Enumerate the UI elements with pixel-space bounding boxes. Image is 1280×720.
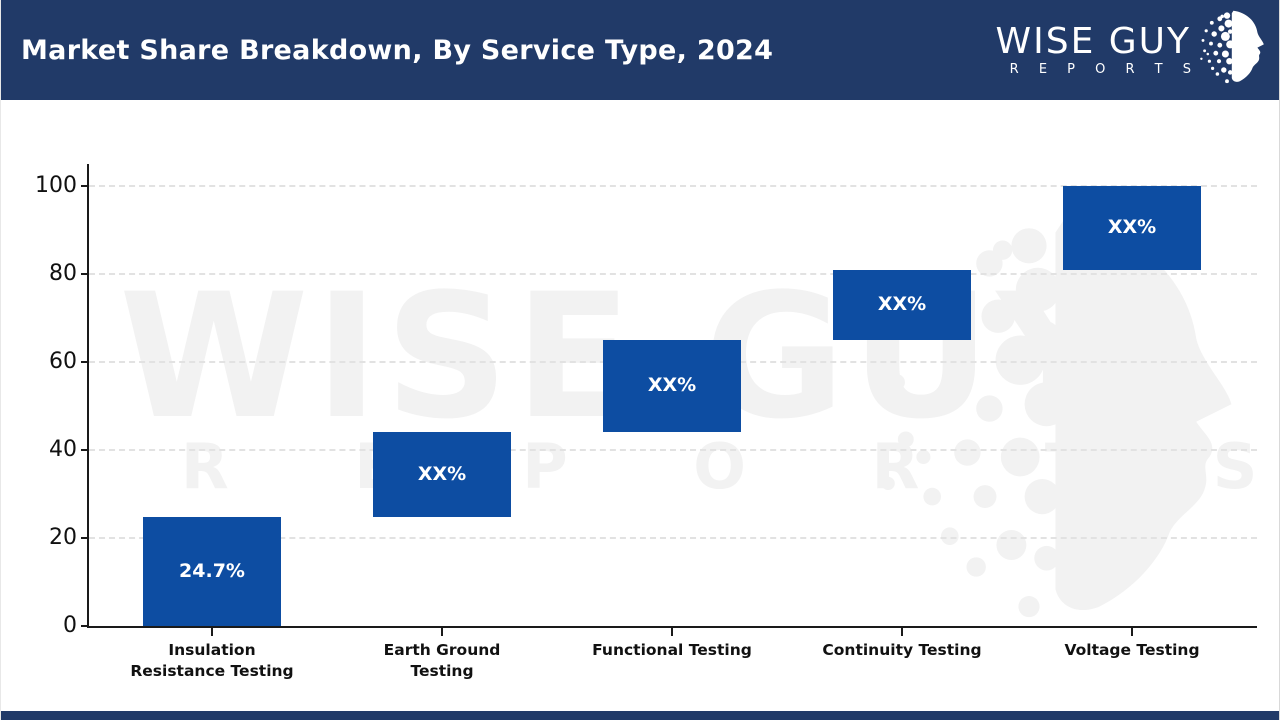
y-axis-tick-label: 80 [49,261,77,286]
category-label: Insulation Resistance Testing [130,641,294,680]
y-axis-tick-label: 60 [49,349,77,374]
gridline [89,449,1257,451]
header-bar: Market Share Breakdown, By Service Type,… [1,0,1279,100]
x-axis-tick-mark [211,628,213,636]
gridline [89,185,1257,187]
brand-wordmark: WISE GUY [995,20,1191,62]
x-axis-tick-mark [671,628,673,636]
y-axis-tick-mark [81,185,89,187]
x-axis-tick-mark [901,628,903,636]
y-axis-tick-mark [81,361,89,363]
y-axis-tick-label: 40 [49,437,77,462]
category-label: Voltage Testing [1064,641,1200,659]
y-axis-tick-mark [81,273,89,275]
bar-value-label: XX% [647,374,697,397]
gridline [89,273,1257,275]
category-label: Continuity Testing [822,641,982,659]
page-title: Market Share Breakdown, By Service Type,… [21,34,774,66]
bar-value-label: XX% [1107,215,1157,238]
y-axis-tick-mark [81,625,89,627]
y-axis-tick-label: 0 [63,613,77,638]
bar-value-label: XX% [877,292,927,315]
y-axis-line [87,164,89,628]
x-axis-tick-mark [441,628,443,636]
gridline [89,537,1257,539]
y-axis-tick-label: 20 [49,525,77,550]
brand-logo: WISE GUY R E P O R T S [996,6,1268,94]
y-axis-tick-label: 100 [35,173,77,198]
category-label: Functional Testing [592,641,752,659]
brand-head-icon [1200,10,1264,84]
x-axis-line [87,626,1257,628]
y-axis-tick-mark [81,537,89,539]
footer-bar [1,711,1279,720]
bar-earth-ground-testing [373,432,511,518]
brand-logo-text: WISE GUY R E P O R T S [995,20,1192,77]
y-axis-tick-mark [81,449,89,451]
bar-functional-testing [603,340,741,433]
bar-insulation-resistance-testing [143,517,281,626]
category-label: Earth Ground Testing [383,641,501,680]
brand-subtext: R E P O R T S [1009,62,1199,78]
bar-value-label: XX% [417,462,467,485]
bar-value-label: 24.7% [179,559,245,582]
x-axis-tick-mark [1131,628,1133,636]
